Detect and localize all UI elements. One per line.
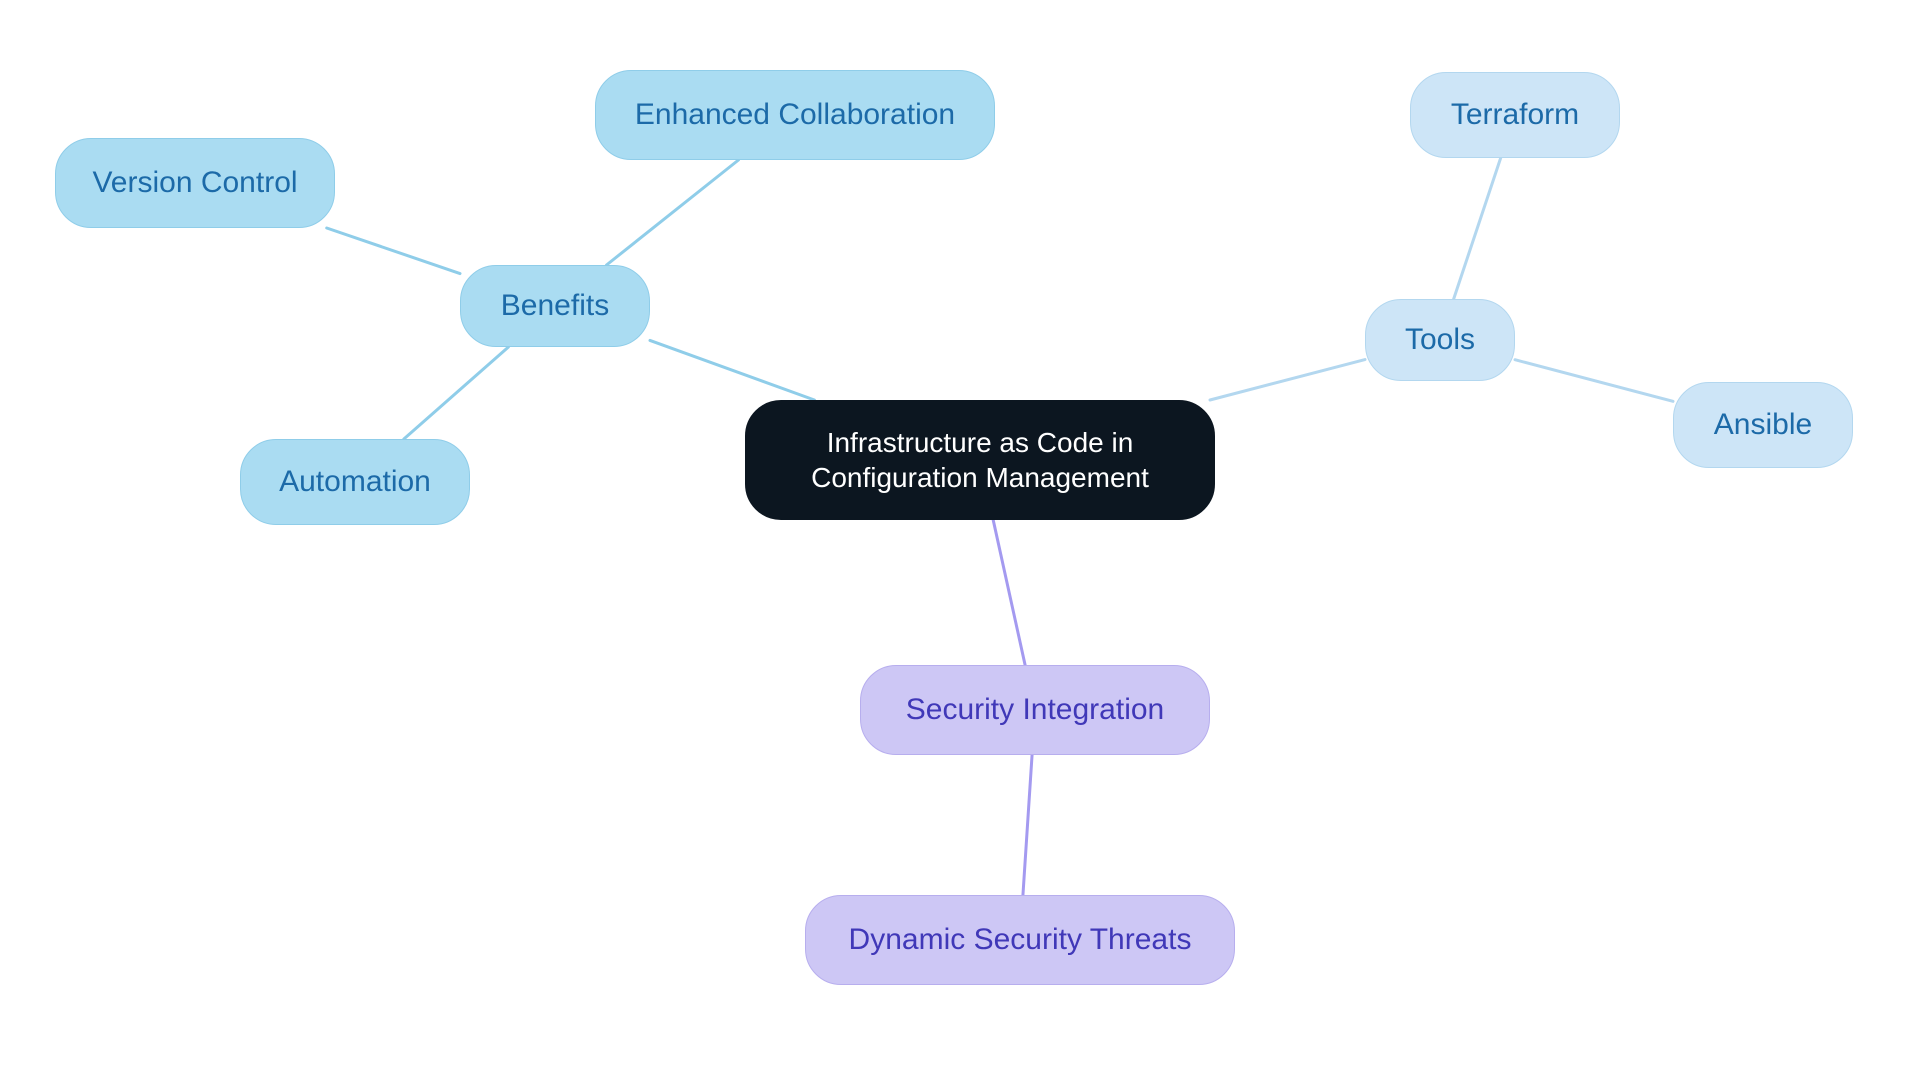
edge-benefits-version-control xyxy=(327,228,460,274)
node-label: Benefits xyxy=(501,287,609,325)
edge-root-security-integration xyxy=(993,520,1025,665)
edge-root-benefits xyxy=(650,340,814,400)
node-label: Infrastructure as Code inConfiguration M… xyxy=(811,425,1149,495)
node-terraform: Terraform xyxy=(1410,72,1620,158)
edge-benefits-automation xyxy=(404,347,509,439)
node-version-control: Version Control xyxy=(55,138,335,228)
node-label: Dynamic Security Threats xyxy=(849,921,1192,959)
edge-tools-terraform xyxy=(1454,158,1501,299)
edge-security-integration-dynamic-security-threats xyxy=(1023,755,1032,895)
node-security-integration: Security Integration xyxy=(860,665,1210,755)
node-ansible: Ansible xyxy=(1673,382,1853,468)
node-label: Version Control xyxy=(92,164,297,202)
node-tools: Tools xyxy=(1365,299,1515,381)
node-label: Tools xyxy=(1405,321,1475,359)
node-label: Ansible xyxy=(1714,406,1812,444)
node-label: Terraform xyxy=(1451,96,1579,134)
node-label: Enhanced Collaboration xyxy=(635,96,955,134)
node-root: Infrastructure as Code inConfiguration M… xyxy=(745,400,1215,520)
node-label: Automation xyxy=(279,463,431,501)
node-enhanced-collaboration: Enhanced Collaboration xyxy=(595,70,995,160)
edge-benefits-enhanced-collaboration xyxy=(607,160,739,265)
edge-tools-ansible xyxy=(1515,360,1673,402)
edge-root-tools xyxy=(1210,360,1365,400)
node-benefits: Benefits xyxy=(460,265,650,347)
node-dynamic-security-threats: Dynamic Security Threats xyxy=(805,895,1235,985)
mindmap-canvas: Infrastructure as Code inConfiguration M… xyxy=(0,0,1920,1083)
node-automation: Automation xyxy=(240,439,470,525)
node-label: Security Integration xyxy=(906,691,1164,729)
